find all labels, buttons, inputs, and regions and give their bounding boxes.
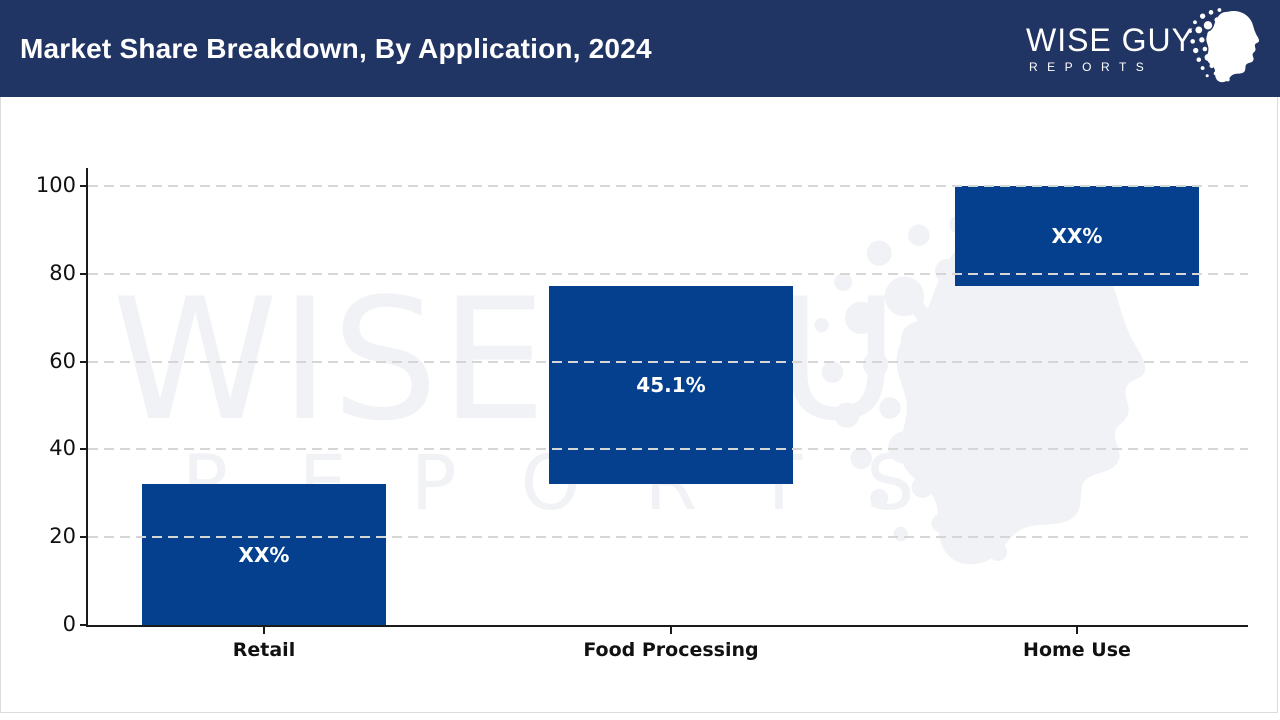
y-tick-80: [80, 272, 88, 275]
y-tick-label-40: 40: [49, 436, 76, 461]
header: Market Share Breakdown, By Application, …: [0, 0, 1280, 97]
gridline-100: [88, 185, 1248, 187]
gridline-80: [88, 272, 1248, 275]
bar-home-use: XX%: [955, 186, 1199, 287]
logo-sub-text: REPORTS: [1028, 59, 1154, 74]
page-title: Market Share Breakdown, By Application, …: [20, 32, 652, 64]
bar-value-label: 45.1%: [636, 373, 706, 398]
wiseguy-head-icon: [1188, 7, 1260, 82]
y-tick-label-80: 80: [49, 260, 76, 285]
x-axis-line: [88, 625, 1248, 627]
bar-value-label: XX%: [238, 542, 290, 567]
y-tick-label-20: 20: [49, 524, 76, 549]
logo-text: WISE GUY REPORTS: [1026, 24, 1194, 74]
bar-value-label: XX%: [1051, 224, 1103, 249]
y-tick-label-60: 60: [49, 348, 76, 373]
y-tick-100: [80, 185, 88, 187]
chart-area: XX% 45.1% XX% 0 20 40 60 80 100 Retail Food Proces…: [0, 97, 1280, 720]
y-tick-60: [80, 360, 88, 363]
y-tick-40: [80, 448, 88, 451]
y-tick-label-0: 0: [62, 612, 76, 636]
x-category-label-2: Home Use: [1023, 639, 1131, 661]
gridline-60: [88, 360, 1248, 363]
bar-retail: XX%: [142, 484, 386, 625]
x-tick-1: [670, 627, 672, 634]
bar-food-processing: 45.1%: [549, 286, 793, 485]
y-tick-0: [80, 624, 88, 626]
watermark-head-icon: [814, 215, 1146, 565]
y-axis-line: [86, 168, 88, 627]
x-category-label-0: Retail: [232, 639, 296, 661]
x-tick-0: [263, 627, 265, 634]
x-tick-2: [1076, 627, 1078, 634]
y-tick-20: [80, 536, 88, 539]
x-category-label-1: Food Processing: [583, 639, 759, 661]
wiseguy-logo: WISE GUY REPORTS: [1026, 7, 1266, 91]
y-tick-label-100: 100: [35, 173, 76, 197]
logo-brand-text: WISE GUY: [1025, 21, 1194, 58]
gridline-40: [88, 448, 1248, 451]
gridline-20: [88, 536, 1248, 539]
